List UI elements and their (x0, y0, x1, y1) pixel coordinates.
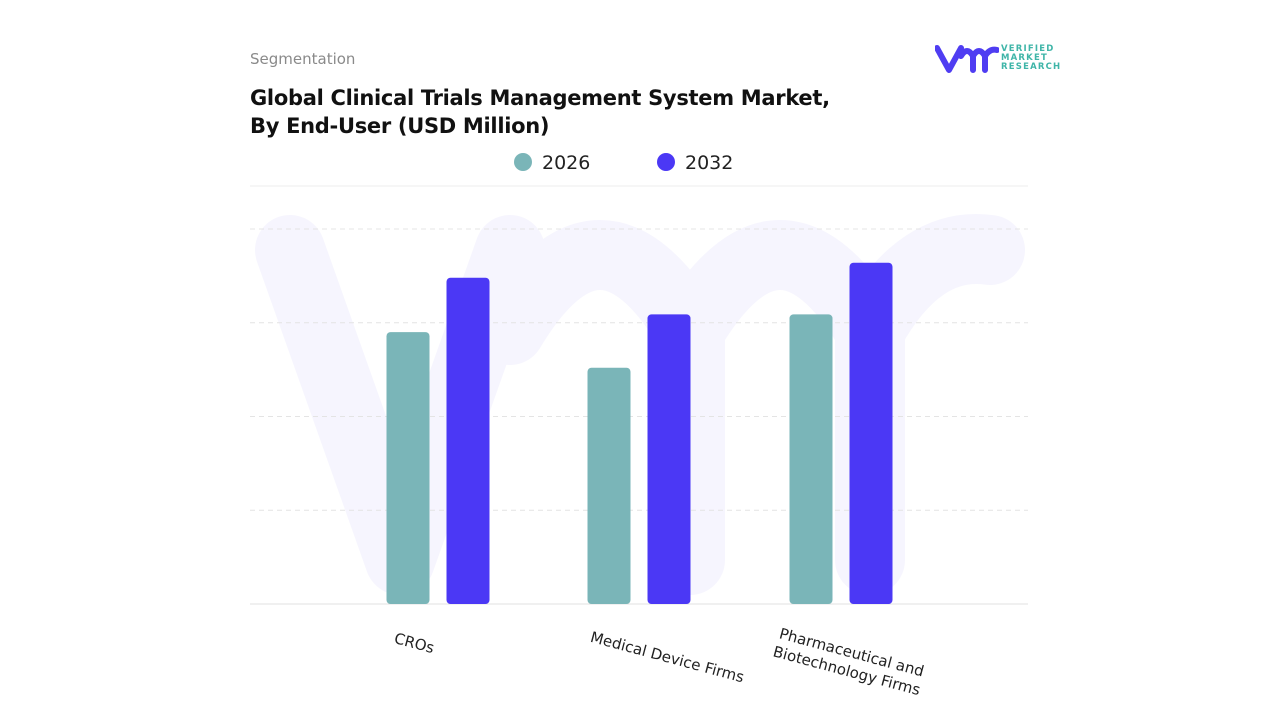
legend-label-2032: 2032 (685, 152, 733, 174)
x-label-1: Medical Device Firms (588, 628, 746, 686)
legend-marker-2026 (514, 153, 532, 171)
x-label-0: CROs (392, 629, 436, 657)
bars (386, 262, 893, 604)
section-label: Segmentation (250, 50, 356, 68)
logo-text-line1: VERIFIED (1001, 44, 1055, 54)
chart-title: Global Clinical Trials Management System… (250, 84, 850, 140)
logo-text-line3: RESEARCH (1001, 62, 1062, 72)
chart-title-line2: By End-User (USD Million) (250, 114, 550, 138)
bar-2026-2 (789, 314, 833, 604)
legend-label-2026: 2026 (542, 152, 590, 174)
chart-title-line1: Global Clinical Trials Management System… (250, 86, 830, 110)
x-label-2: Pharmaceutical andBiotechnology Firms (771, 624, 927, 699)
bar-2026-1 (587, 367, 631, 604)
bar-2032-1 (647, 314, 691, 604)
logo-text-line2: MARKET (1001, 53, 1048, 63)
legend-marker-2032 (657, 153, 675, 171)
grid (250, 228, 1028, 605)
vmr-logo-icon (935, 45, 999, 73)
bar-2026-0 (386, 332, 430, 604)
legend: 2026 2032 (514, 152, 733, 174)
logo-text: VERIFIED MARKET RESEARCH (1001, 45, 1061, 72)
bar-2032-0 (446, 277, 490, 604)
x-axis-labels: CROs Medical Device Firms Pharmaceutical a… (392, 624, 927, 699)
bar-2032-2 (849, 262, 893, 604)
